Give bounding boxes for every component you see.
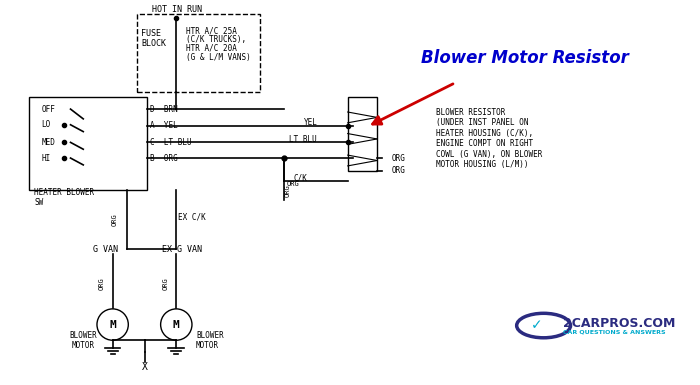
Text: ORG: ORG (99, 277, 105, 290)
Text: BLOWER
MOTOR: BLOWER MOTOR (196, 331, 223, 350)
Text: ORG: ORG (392, 154, 406, 162)
Text: ORG: ORG (287, 181, 300, 187)
Text: FUSE
BLOCK: FUSE BLOCK (141, 29, 166, 48)
Text: BLOWER
MOTOR: BLOWER MOTOR (69, 331, 97, 350)
Text: MED: MED (41, 138, 55, 147)
Text: HTR A/C 20A: HTR A/C 20A (186, 44, 237, 53)
Text: (C/K TRUCKS),: (C/K TRUCKS), (186, 35, 246, 44)
Text: A  YEL: A YEL (150, 121, 178, 130)
Text: ✓: ✓ (531, 318, 542, 333)
Text: ORG: ORG (162, 277, 169, 290)
Text: G VAN: G VAN (93, 244, 118, 254)
Text: M: M (173, 320, 180, 330)
Text: OFF: OFF (41, 105, 55, 114)
Text: BLOWER RESISTOR
(UNDER INST PANEL ON
HEATER HOUSING (C/K),
ENGINE COMPT ON RIGHT: BLOWER RESISTOR (UNDER INST PANEL ON HEA… (436, 108, 542, 169)
Text: D  BRN: D BRN (150, 105, 178, 114)
Text: CAR QUESTIONS & ANSWERS: CAR QUESTIONS & ANSWERS (564, 330, 666, 335)
Text: (G & L/M VANS): (G & L/M VANS) (186, 53, 251, 62)
Text: HTR A/C 25A: HTR A/C 25A (186, 26, 237, 35)
Text: ORG: ORG (111, 213, 118, 226)
Text: YEL: YEL (304, 118, 318, 127)
Text: M: M (109, 320, 116, 330)
Text: LO: LO (41, 120, 50, 129)
Text: HI: HI (41, 154, 50, 162)
Text: EX C/K: EX C/K (178, 212, 206, 221)
Text: LT BLU: LT BLU (289, 135, 316, 144)
Text: C/K: C/K (294, 173, 308, 182)
Text: 2CARPROS.COM: 2CARPROS.COM (564, 317, 676, 330)
Text: ORG: ORG (285, 184, 291, 197)
Text: X: X (142, 362, 148, 372)
Text: Blower Motor Resistor: Blower Motor Resistor (421, 49, 629, 67)
Text: HEATER BLOWER
SW: HEATER BLOWER SW (34, 187, 94, 207)
Text: EX G VAN: EX G VAN (162, 244, 202, 254)
Text: ORG: ORG (392, 166, 406, 175)
Text: C  LT BLU: C LT BLU (150, 138, 192, 147)
Text: B  ORG: B ORG (150, 154, 178, 162)
Text: HOT IN RUN: HOT IN RUN (152, 5, 202, 14)
